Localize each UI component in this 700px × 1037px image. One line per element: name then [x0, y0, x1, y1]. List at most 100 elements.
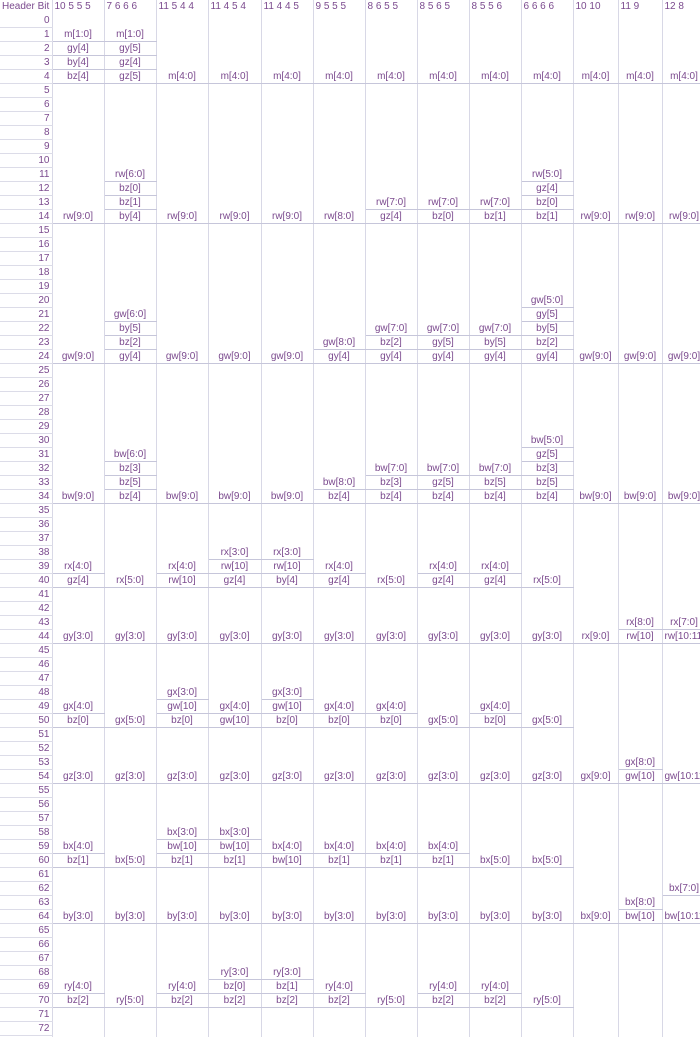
bit-cell	[313, 867, 366, 882]
bit-cell: bz[1]	[365, 853, 418, 868]
bit-cell	[156, 755, 209, 770]
bit-cell	[365, 979, 418, 994]
bit-cell	[313, 965, 366, 980]
table-row: 34 bw[9:0] bz[4] bw[9:0] bw[9:0] bw[9:0] bz[4]…	[0, 489, 700, 504]
bit-cell	[618, 811, 663, 826]
bit-cell: ry[4:0]	[469, 979, 522, 994]
table-row: 53 gx[8:0]	[0, 755, 700, 770]
bit-cell	[618, 797, 663, 812]
bit-number: 30	[0, 433, 53, 448]
bit-cell	[156, 433, 209, 448]
bit-cell: bz[2]	[365, 335, 418, 350]
bit-number: 50	[0, 713, 53, 728]
bit-number: 33	[0, 475, 53, 490]
bit-cell	[104, 125, 157, 140]
bit-cell	[417, 685, 470, 700]
bit-cell	[573, 951, 619, 966]
bit-cell	[261, 251, 314, 266]
bit-cell: bz[1]	[521, 209, 574, 224]
bit-cell	[104, 839, 157, 854]
bit-cell	[52, 685, 105, 700]
bit-cell	[365, 307, 418, 322]
bit-cell: gx[9:0]	[573, 769, 619, 784]
bit-cell	[156, 223, 209, 238]
bit-cell: ry[5:0]	[104, 993, 157, 1008]
bit-cell	[521, 755, 574, 770]
bit-cell	[313, 461, 366, 476]
bit-cell	[261, 825, 314, 840]
bit-cell	[104, 727, 157, 742]
bit-cell	[417, 41, 470, 56]
bit-cell: bz[0]	[208, 979, 262, 994]
bit-cell	[313, 139, 366, 154]
bit-number: 38	[0, 545, 53, 560]
bit-cell	[417, 125, 470, 140]
bit-cell	[156, 965, 209, 980]
bit-cell: gx[4:0]	[52, 699, 105, 714]
bit-cell	[313, 615, 366, 630]
bit-cell	[313, 811, 366, 826]
bit-cell	[261, 951, 314, 966]
bit-cell: gw[10]	[261, 699, 314, 714]
bit-cell	[313, 741, 366, 756]
bit-cell	[208, 27, 262, 42]
bit-cell	[365, 293, 418, 308]
bit-cell: gz[4]	[52, 573, 105, 588]
bit-cell: rw[6:0]	[104, 167, 157, 182]
bit-cell	[52, 139, 105, 154]
bit-cell	[261, 83, 314, 98]
bit-cell	[469, 251, 522, 266]
bit-cell	[313, 1035, 366, 1037]
bit-cell	[618, 307, 663, 322]
bit-cell	[469, 181, 522, 196]
bit-cell	[662, 433, 700, 448]
bit-cell	[618, 391, 663, 406]
table-row: 56	[0, 797, 700, 812]
bit-cell	[521, 111, 574, 126]
bit-cell	[156, 111, 209, 126]
bit-cell	[365, 363, 418, 378]
bit-cell	[156, 937, 209, 952]
bit-cell	[365, 951, 418, 966]
bit-cell: bw[10]	[618, 909, 663, 924]
bit-cell: gz[3:0]	[104, 769, 157, 784]
bit-cell: gz[5]	[521, 447, 574, 462]
bit-cell	[521, 937, 574, 952]
bit-cell	[417, 265, 470, 280]
bit-cell	[313, 1021, 366, 1036]
bit-cell	[156, 1021, 209, 1036]
bit-cell	[313, 825, 366, 840]
bit-cell	[52, 181, 105, 196]
bit-cell	[521, 405, 574, 420]
bit-cell	[469, 965, 522, 980]
bit-cell	[521, 97, 574, 112]
bit-cell	[469, 545, 522, 560]
bit-cell	[365, 405, 418, 420]
bit-cell	[662, 251, 700, 266]
bit-cell	[521, 559, 574, 574]
bit-cell	[469, 531, 522, 546]
bit-cell	[104, 97, 157, 112]
bit-cell	[417, 419, 470, 434]
bit-cell	[469, 55, 522, 70]
bit-cell: by[5]	[469, 335, 522, 350]
bit-cell	[521, 671, 574, 686]
bit-cell	[261, 111, 314, 126]
bit-cell	[52, 951, 105, 966]
bit-cell	[618, 167, 663, 182]
bit-cell	[104, 881, 157, 896]
bit-cell	[208, 937, 262, 952]
bit-cell	[521, 881, 574, 896]
bit-cell: gz[3:0]	[417, 769, 470, 784]
bit-cell	[208, 377, 262, 392]
bit-number: 42	[0, 601, 53, 616]
bit-cell: bz[2]	[156, 993, 209, 1008]
bit-cell	[365, 587, 418, 602]
table-row: 69 ry[4:0] ry[4:0] bz[0] bz[1] ry[4:0] ry[4:0]…	[0, 979, 700, 994]
bit-cell: bz[0]	[365, 713, 418, 728]
bit-cell: rw[9:0]	[156, 209, 209, 224]
bit-cell	[573, 1007, 619, 1022]
bit-cell	[313, 83, 366, 98]
bit-cell	[662, 979, 700, 994]
bit-number: 28	[0, 405, 53, 420]
